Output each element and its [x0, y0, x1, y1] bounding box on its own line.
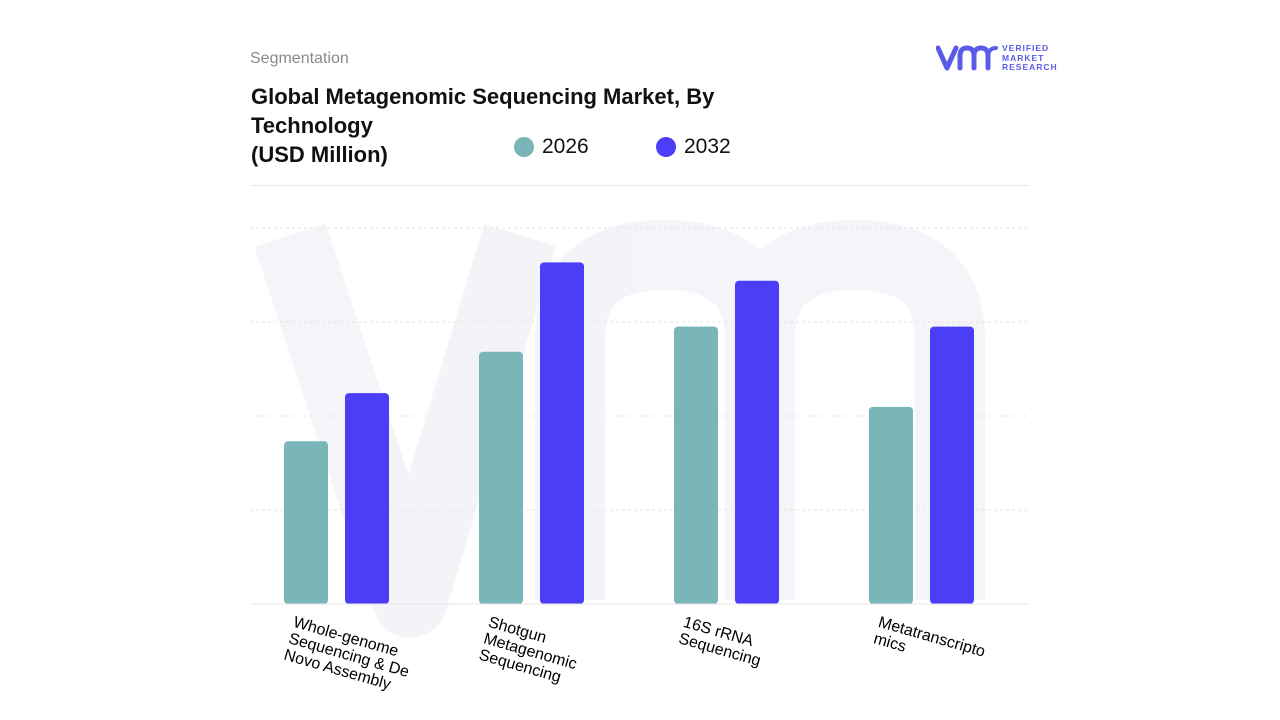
vmr-logo: VERIFIED MARKET RESEARCH: [936, 43, 1058, 73]
bar-2032-category-1: [345, 393, 389, 604]
vmr-logo-mark-icon: [936, 45, 998, 71]
logo-word-research: RESEARCH: [1002, 62, 1058, 72]
legend-item-2032: 2032: [656, 135, 731, 159]
legend-label-2032: 2032: [684, 135, 731, 158]
chart-title: Global Metagenomic Sequencing Market, By…: [251, 82, 791, 169]
bar-2032-category-4: [930, 326, 974, 604]
title-line-1: Global Metagenomic Sequencing Market, By: [251, 84, 715, 109]
legend-item-2026: 2026: [514, 135, 589, 159]
legend-swatch-2026: [514, 137, 534, 157]
bar-2026-category-2: [479, 351, 523, 604]
bar-2026-category-3: [674, 326, 718, 604]
legend-label-2026: 2026: [542, 135, 589, 158]
bar-2026-category-4: [869, 406, 913, 604]
title-line-2: Technology: [251, 113, 373, 138]
title-line-3: (USD Million): [251, 142, 388, 167]
segment-label: Segmentation: [250, 50, 349, 67]
header-divider: [250, 185, 1030, 186]
bar-2032-category-2: [540, 262, 584, 604]
logo-word-verified: VERIFIED: [1002, 43, 1050, 53]
logo-wordmark: VERIFIED MARKET RESEARCH: [1002, 43, 1058, 73]
bars-group: [284, 262, 974, 604]
bar-2026-category-1: [284, 441, 328, 604]
bar-2032-category-3: [735, 280, 779, 604]
legend-swatch-2032: [656, 137, 676, 157]
logo-word-market: MARKET: [1002, 52, 1045, 63]
